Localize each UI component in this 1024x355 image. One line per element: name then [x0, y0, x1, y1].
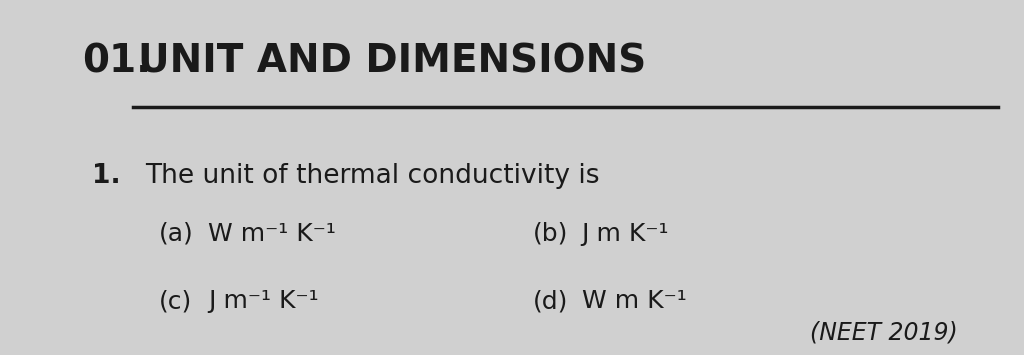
- Text: (c): (c): [159, 289, 191, 313]
- Text: 01.: 01.: [82, 43, 151, 81]
- Text: J m K⁻¹: J m K⁻¹: [582, 222, 669, 246]
- Text: W m⁻¹ K⁻¹: W m⁻¹ K⁻¹: [208, 222, 336, 246]
- Text: 1.: 1.: [92, 163, 121, 189]
- Text: (NEET 2019): (NEET 2019): [810, 320, 957, 344]
- Text: (a): (a): [159, 222, 194, 246]
- Text: UNIT AND DIMENSIONS: UNIT AND DIMENSIONS: [138, 43, 646, 81]
- Text: (d): (d): [532, 289, 568, 313]
- Text: J m⁻¹ K⁻¹: J m⁻¹ K⁻¹: [208, 289, 318, 313]
- Text: The unit of thermal conductivity is: The unit of thermal conductivity is: [145, 163, 600, 189]
- Text: W m K⁻¹: W m K⁻¹: [582, 289, 686, 313]
- Text: (b): (b): [532, 222, 568, 246]
